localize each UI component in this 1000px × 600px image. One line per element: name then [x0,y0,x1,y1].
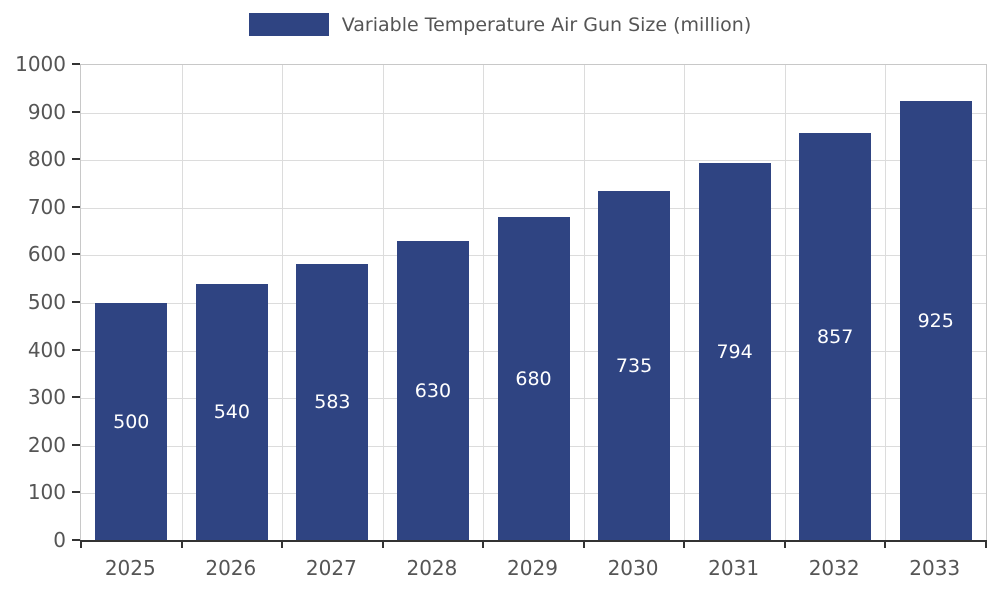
gridline-vertical [282,65,284,541]
x-axis-label: 2026 [205,556,257,580]
gridline-horizontal [81,112,986,114]
y-axis-label: 800 [27,147,66,172]
bar: 857 [799,133,872,541]
y-axis-tick [72,491,80,494]
x-axis-tick [180,540,183,548]
x-axis-tick [281,540,284,548]
gridline-vertical [885,65,887,541]
bar: 630 [396,241,469,541]
x-axis-tick [381,540,384,548]
bar-value-label: 630 [414,380,452,403]
x-axis-tick [482,540,485,548]
x-axis-label: 2027 [305,556,357,580]
y-axis-tick [72,110,80,113]
y-axis-tick [72,539,80,541]
x-axis-label: 2031 [708,556,760,580]
y-axis-tick [72,205,80,208]
x-axis-label: 2033 [909,556,961,580]
y-axis-tick [72,443,80,446]
x-axis-label: 2025 [104,556,156,580]
bar: 583 [296,263,369,541]
legend-label: Variable Temperature Air Gun Size (milli… [341,13,752,36]
bar-value-label: 500 [113,411,150,433]
bar-value-label: 540 [213,401,250,424]
gridline-vertical [181,65,183,541]
y-axis-label: 1000 [15,52,66,76]
bar-value-label: 794 [716,341,753,364]
y-axis-label: 0 [53,528,66,552]
bar: 794 [698,163,771,541]
x-axis-tick [582,540,585,548]
y-axis-tick [72,301,80,303]
bar-value-label: 735 [615,355,653,378]
gridline-vertical [483,65,485,541]
x-axis-tick [884,540,887,548]
y-axis-tick [72,396,80,399]
bar-value-label: 680 [515,368,552,391]
gridline-horizontal [81,160,986,162]
y-axis-tick [72,158,80,161]
gridline-vertical [583,65,585,541]
x-axis-tick [80,540,82,548]
x-axis-tick [783,540,786,548]
chart-legend[interactable]: Variable Temperature Air Gun Size (milli… [0,13,1000,36]
y-axis-label: 500 [27,290,66,314]
bar: 540 [195,283,268,541]
y-axis-tick [72,348,80,351]
bar-value-label: 857 [817,326,854,349]
y-axis-tick [72,253,80,256]
bar-value-label: 925 [917,309,954,332]
y-axis-tick [72,63,80,65]
x-axis-tick [985,540,987,548]
gridline-vertical [684,65,686,541]
plot-area: 500 540 583 630 680 735 794 857 925 [80,64,987,542]
bar-value-label: 583 [314,391,351,414]
bar: 680 [497,217,570,541]
x-axis-label: 2032 [808,556,860,580]
y-axis-label: 400 [27,337,66,362]
gridline-vertical [382,65,384,541]
x-axis-line [80,540,987,542]
x-axis-label: 2028 [406,556,458,580]
y-axis-label: 700 [27,194,66,219]
y-axis-label: 600 [27,242,66,267]
gridline-vertical [784,65,786,541]
gridline-horizontal [81,207,986,209]
x-axis-label: 2029 [507,556,558,580]
bar: 500 [95,303,168,541]
legend-swatch [248,13,329,36]
y-axis-label: 100 [27,480,66,505]
bar: 735 [598,191,671,541]
bar: 925 [899,100,972,541]
x-axis-tick [683,540,686,548]
x-axis-label: 2030 [607,556,659,580]
y-axis-label: 300 [27,385,66,410]
y-axis-label: 200 [27,432,66,457]
y-axis-label: 900 [27,99,66,124]
